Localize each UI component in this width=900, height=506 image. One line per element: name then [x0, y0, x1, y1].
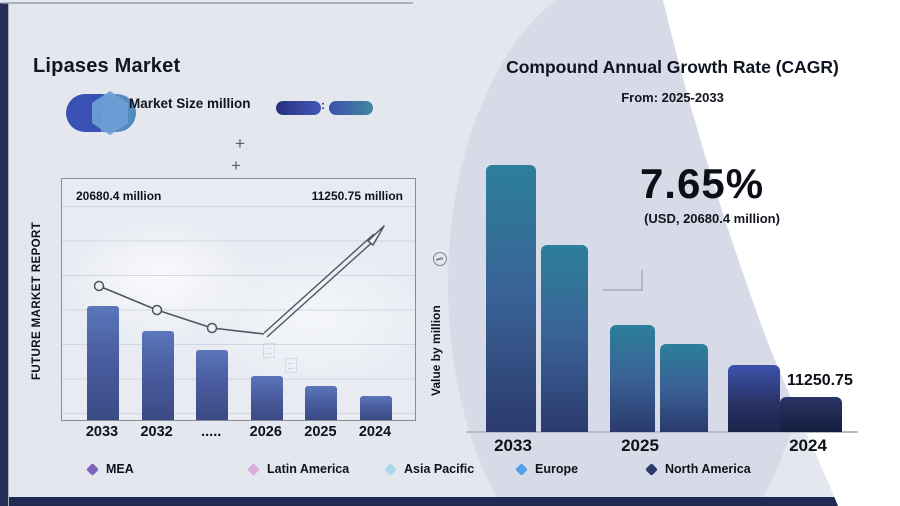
cagr-title: Compound Annual Growth Rate (CAGR): [506, 57, 839, 77]
step-line-decoration: [603, 270, 643, 291]
circle-minus-icon: [433, 252, 447, 266]
watermark-icon: [263, 343, 275, 358]
region-legend: MEA Latin America Asia Pacific Europe North …: [0, 462, 900, 484]
left-chart-gridlines: [62, 179, 415, 420]
legend-diamond-icon: [247, 462, 260, 476]
legend-diamond-icon: [384, 462, 397, 476]
left-chart-start-value: 20680.4 million: [76, 189, 162, 203]
x-label-2033: 2033: [85, 424, 119, 440]
market-bar-2025: [305, 386, 338, 420]
legend-label: MEA: [106, 462, 134, 476]
market-bar-.....: [196, 350, 229, 420]
left-chart-y-axis-label: FUTURE MARKET REPORT: [31, 221, 43, 381]
legend-item-north-america: North America: [645, 462, 751, 476]
left-chart-bars: [62, 179, 415, 420]
pill-indigo-icon: [276, 101, 321, 115]
legend-label: North America: [665, 462, 751, 476]
x-label-2026: 2026: [249, 424, 282, 440]
x-label-2032: 2032: [140, 424, 173, 440]
legend-item-europe: Europe: [515, 462, 579, 476]
market-bar-2024: [360, 396, 392, 420]
legend-diamond-icon: [645, 462, 658, 476]
legend-label: Europe: [535, 462, 579, 476]
market-bar-2033: [87, 306, 119, 420]
left-chart-x-axis-labels: 2033 2032..... 2026 2025 2024: [61, 424, 416, 444]
cagr-subtitle: From: 2025-2033: [621, 90, 724, 105]
right-chart-axis-line: [466, 431, 858, 433]
legend-diamond-icon: [86, 462, 99, 476]
plus-decoration-1: +: [235, 134, 245, 153]
x-label-2025: 2025: [304, 424, 337, 440]
cagr-note: (USD, 20680.4 million): [644, 211, 780, 226]
cagr-value: 7.65%: [639, 160, 765, 207]
legend-label: Latin America: [267, 462, 350, 476]
legend-diamond-icon: [515, 462, 528, 476]
right-chart-y-axis-label: Value by million: [429, 305, 443, 396]
watermark-icon: [285, 358, 297, 373]
market-bar-2032: [141, 331, 174, 420]
left-chart-end-value: 11250.75 million: [311, 189, 403, 203]
right-chart-value-annotation: 11250.75: [787, 372, 853, 389]
legend-item-latin-america: Latin America: [247, 462, 350, 476]
pill-teal-icon: [329, 101, 373, 115]
legend-item-asia-pacific: Asia Pacific: [384, 462, 475, 476]
legend-label: Asia Pacific: [404, 462, 475, 476]
trend-line-and-arrow: [93, 225, 385, 338]
market-size-label: Market Size million: [129, 96, 251, 111]
hexagon-icon: [92, 91, 128, 135]
legend-item-mea: MEA: [86, 462, 134, 476]
pill-separator: :: [321, 98, 325, 112]
x-label-2024: 2024: [358, 424, 392, 440]
market-bar-2026: [250, 376, 283, 420]
market-size-cylinder-icon: [66, 91, 136, 135]
plus-decoration-2: +: [231, 156, 241, 175]
x-label-.....: .....: [201, 424, 222, 440]
page-title: Lipases Market: [33, 55, 181, 77]
left-chart-plot-area: 20680.4 million 11250.75 million: [61, 178, 416, 421]
